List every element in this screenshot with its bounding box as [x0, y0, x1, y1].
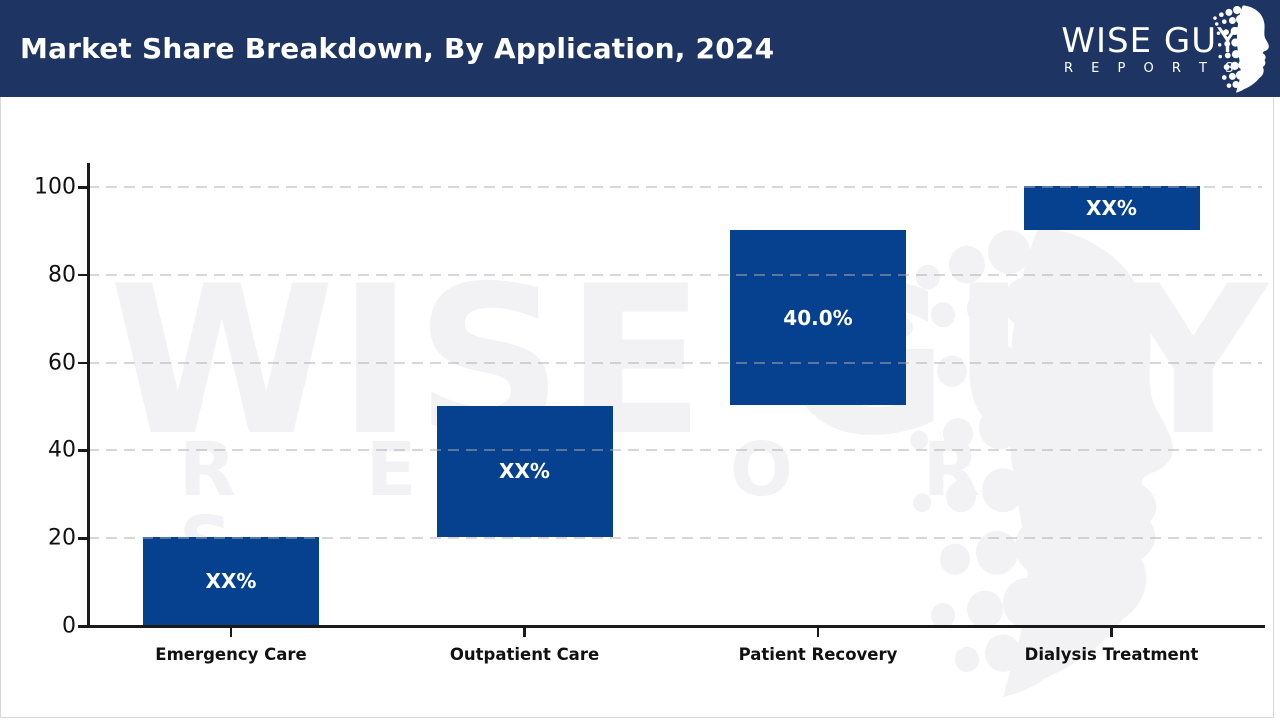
y-tick-label: 0: [62, 613, 76, 639]
y-axis-line: [86, 163, 90, 628]
y-axis-tick: [78, 361, 87, 365]
x-tick-label: Outpatient Care: [449, 645, 600, 664]
x-axis-tick: [523, 628, 526, 637]
grid-line: [88, 449, 1262, 452]
bar-value-label: 40.0%: [783, 305, 853, 330]
header-bar: Market Share Breakdown, By Application, …: [0, 0, 1280, 97]
brand-face-icon: [1208, 4, 1272, 94]
x-tick-label: Emergency Care: [155, 645, 307, 664]
y-axis-tick: [78, 273, 87, 277]
bar: [730, 229, 906, 406]
page-title: Market Share Breakdown, By Application, …: [20, 32, 775, 65]
bar-value-label: XX%: [205, 569, 257, 594]
x-axis-tick: [1110, 628, 1113, 637]
brand-logo: WISE GUY R E P O R T S: [1022, 0, 1272, 97]
brand-subtitle: R E P O R T S: [1064, 61, 1241, 76]
bar: [1023, 186, 1200, 230]
y-axis-tick: [78, 186, 87, 189]
y-tick-label: 40: [48, 437, 76, 463]
plot-area: 0 20 40 60 80 100 XX% Emergency Care XX% Outpatie…: [1, 97, 1273, 717]
brand-name: WISE GUY: [1061, 21, 1239, 61]
x-tick-label: Dialysis Treatment: [1024, 645, 1199, 664]
y-axis-tick: [78, 449, 87, 452]
grid-line: [88, 186, 1262, 188]
y-axis-tick: [78, 537, 87, 540]
y-tick-label: 20: [48, 525, 76, 551]
x-tick-label: Patient Recovery: [738, 645, 898, 664]
chart-card: WISE GUY R E P O R T S 020406080100XX%Em…: [0, 97, 1274, 718]
grid-line: [88, 361, 1262, 364]
x-axis-tick: [229, 628, 233, 637]
y-tick-label: 80: [48, 262, 76, 288]
y-tick-label: 100: [34, 174, 76, 200]
grid-line: [88, 273, 1262, 276]
y-axis-tick: [78, 625, 87, 628]
bar: [436, 405, 613, 538]
x-axis-line: [85, 625, 1265, 628]
bar-value-label: XX%: [499, 459, 550, 484]
y-tick-label: 60: [48, 350, 76, 376]
bar: [143, 537, 319, 625]
grid-line: [88, 537, 1262, 540]
brand-logo-text: WISE GUY R E P O R T S: [1060, 24, 1240, 76]
x-axis-tick: [816, 628, 820, 637]
bar-value-label: XX%: [1086, 195, 1137, 220]
